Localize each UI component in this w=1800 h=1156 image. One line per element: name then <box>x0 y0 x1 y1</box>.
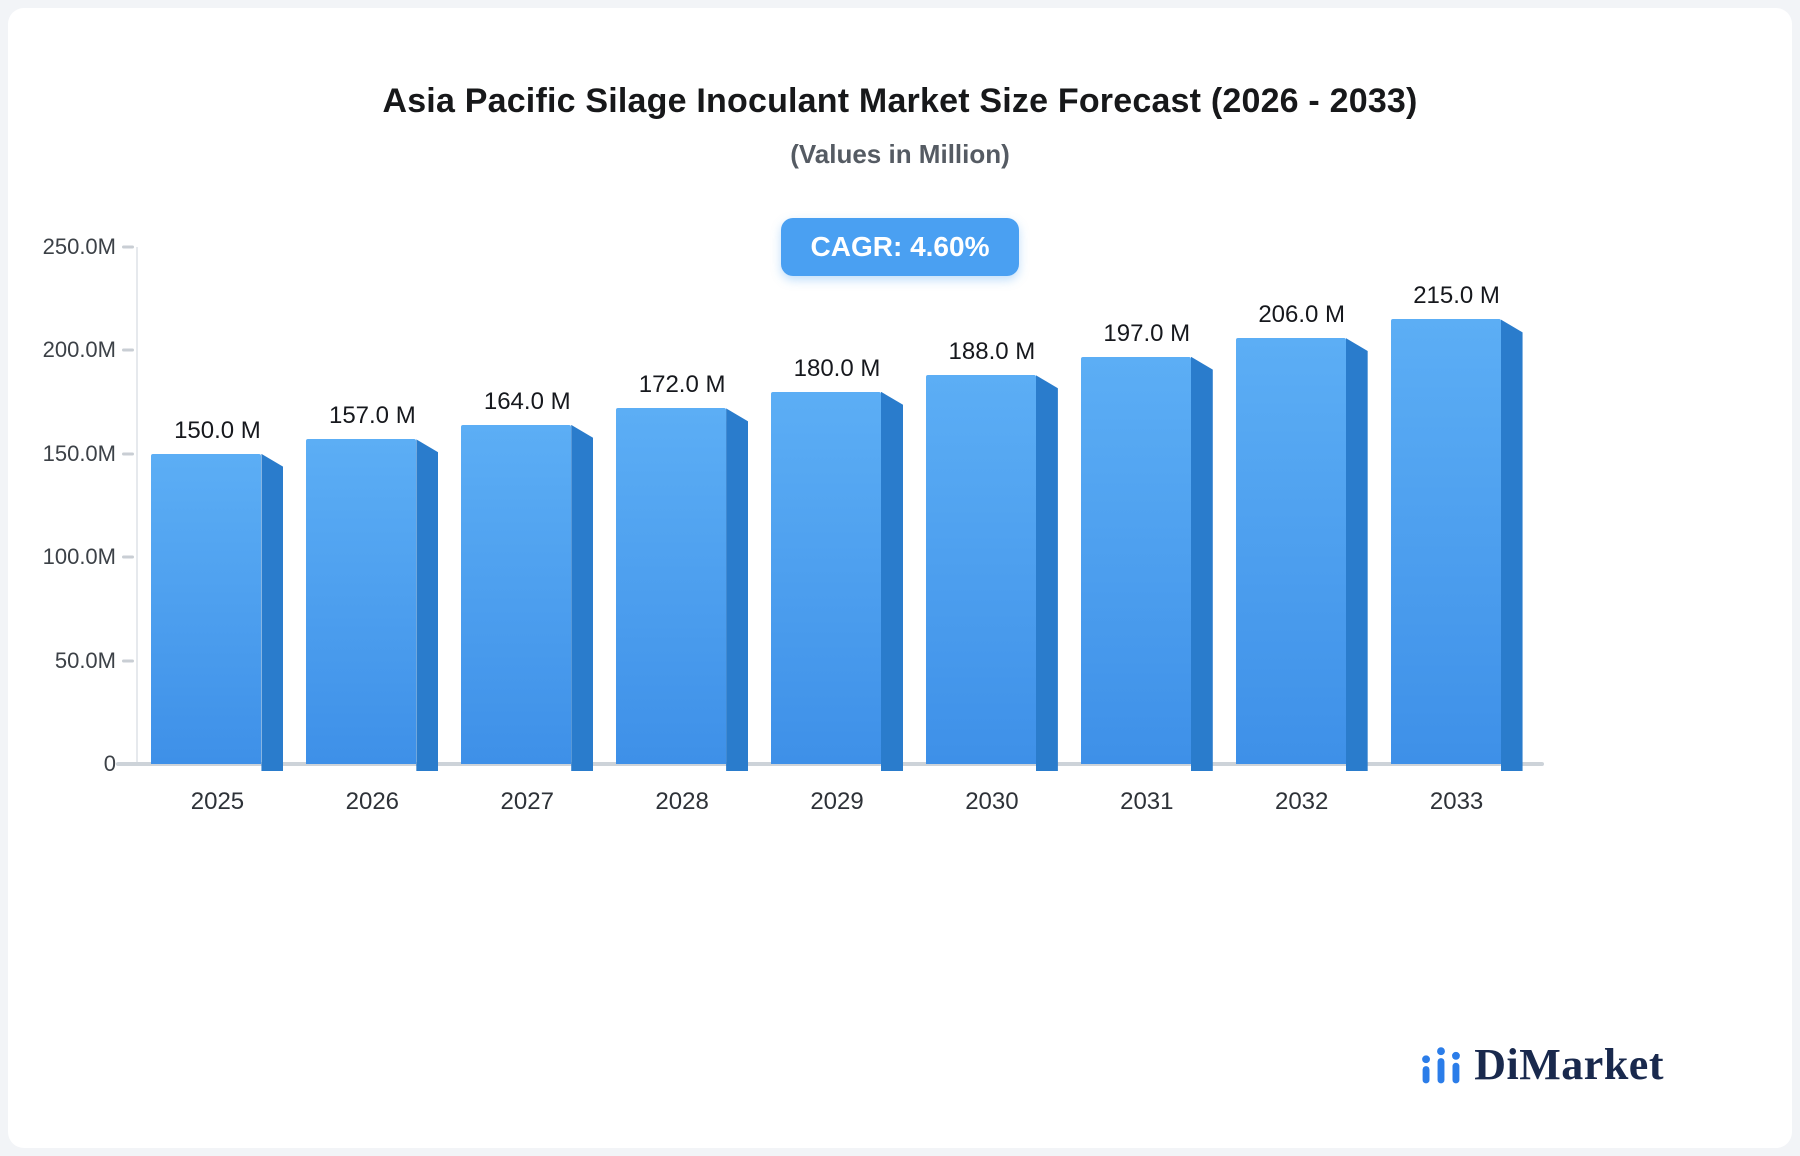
bar-side-face <box>1500 319 1523 771</box>
y-tick-label: 150.0M <box>42 440 116 466</box>
x-axis-label: 2032 <box>1274 788 1329 815</box>
bar-value-label: 197.0 M <box>1103 319 1191 347</box>
x-axis-label: 2028 <box>655 788 709 815</box>
x-axis-label: 2026 <box>345 788 400 815</box>
bar-front-face <box>1080 356 1191 764</box>
chart-card: Asia Pacific Silage Inoculant Market Siz… <box>8 8 1792 1148</box>
bar-value-label: 157.0 M <box>328 402 416 430</box>
bar-value-label: 164.0 M <box>483 387 571 415</box>
bar-front-face <box>461 424 572 764</box>
y-tick-mark <box>122 348 134 352</box>
y-tick-label: 0 <box>103 751 116 776</box>
plot-area: 150.0 M 2025 157.0 M 2026 164.0 M 2027 172.0 M… <box>140 247 1534 815</box>
y-tick-label: 200.0M <box>42 337 116 363</box>
bar <box>771 391 903 771</box>
bar-value-label: 172.0 M <box>638 371 726 399</box>
bar-side-face <box>1345 338 1368 771</box>
x-axis-label: 2031 <box>1120 788 1174 815</box>
x-axis-label: 2030 <box>965 788 1019 815</box>
bar <box>1390 319 1523 771</box>
brand-logo: DiMarket <box>1418 1039 1664 1090</box>
y-axis-line <box>136 247 138 764</box>
bar-group: 164.0 M 2027 <box>450 247 605 815</box>
bar-front-face <box>771 391 881 764</box>
bar <box>925 375 1058 771</box>
y-tick-label: 250.0M <box>42 234 116 259</box>
bar-side-face <box>416 439 439 771</box>
y-tick-mark <box>122 659 134 663</box>
bar-group: 197.0 M 2031 <box>1069 247 1224 815</box>
bar-group: 180.0 M 2029 <box>760 247 915 815</box>
bar <box>461 424 594 771</box>
bar <box>151 453 284 771</box>
chart-region: 250.0M 200.0M 150.0M 100.0M 50.0M 0 150.0 M 20… <box>32 234 1544 815</box>
bar <box>1235 338 1368 771</box>
bar-group: 172.0 M 2028 <box>605 247 760 815</box>
chart-title: Asia Pacific Silage Inoculant Market Siz… <box>382 82 1418 120</box>
bar-front-face <box>925 375 1036 764</box>
bar-group: 150.0 M 2025 <box>140 247 295 815</box>
y-tick-mark <box>122 245 134 249</box>
bar-value-label: 150.0 M <box>174 416 261 444</box>
bar-front-face <box>616 408 727 764</box>
bar-side-face <box>261 453 284 771</box>
bar-side-face <box>1035 375 1058 771</box>
bar-group: 188.0 M 2030 <box>914 247 1069 815</box>
bar-front-face <box>1390 319 1501 764</box>
bar-front-face <box>1235 338 1346 764</box>
x-axis-line <box>116 762 1544 766</box>
bar-side-face <box>1190 356 1213 771</box>
bar-value-label: 215.0 M <box>1413 282 1500 310</box>
y-axis: 250.0M 200.0M 150.0M 100.0M 50.0M 0 <box>32 234 136 776</box>
bar-value-label: 180.0 M <box>793 354 881 382</box>
bar-group: 206.0 M 2032 <box>1224 247 1379 815</box>
y-tick-label: 100.0M <box>42 544 116 570</box>
bar-group: 157.0 M 2026 <box>295 247 450 815</box>
bar <box>306 439 439 771</box>
bar-group: 215.0 M 2033 <box>1379 247 1534 815</box>
bar-side-face <box>571 424 594 771</box>
x-axis-label: 2029 <box>810 788 864 815</box>
cagr-badge: CAGR: 4.60% <box>780 218 1020 276</box>
x-axis-label: 2033 <box>1429 788 1484 815</box>
logo-icon-shapes <box>1422 1046 1461 1083</box>
bar <box>1080 356 1213 771</box>
bar <box>616 408 749 771</box>
y-tick-label: 50.0M <box>54 647 116 673</box>
logo-text: DiMarket <box>1474 1040 1664 1089</box>
bar-side-face <box>881 391 903 771</box>
bar-value-label: 188.0 M <box>948 338 1036 366</box>
bar-side-face <box>726 408 749 771</box>
x-axis-label: 2027 <box>500 788 554 815</box>
bar-front-face <box>306 439 417 764</box>
chart-subtitle: (Values in Million) <box>790 139 1010 169</box>
bar-value-label: 206.0 M <box>1258 301 1346 328</box>
bar-chart-logo-icon <box>1418 1042 1464 1088</box>
y-tick-mark <box>122 555 134 559</box>
y-tick-mark <box>122 452 134 456</box>
x-axis-label: 2025 <box>190 788 245 815</box>
bar-front-face <box>151 453 262 764</box>
